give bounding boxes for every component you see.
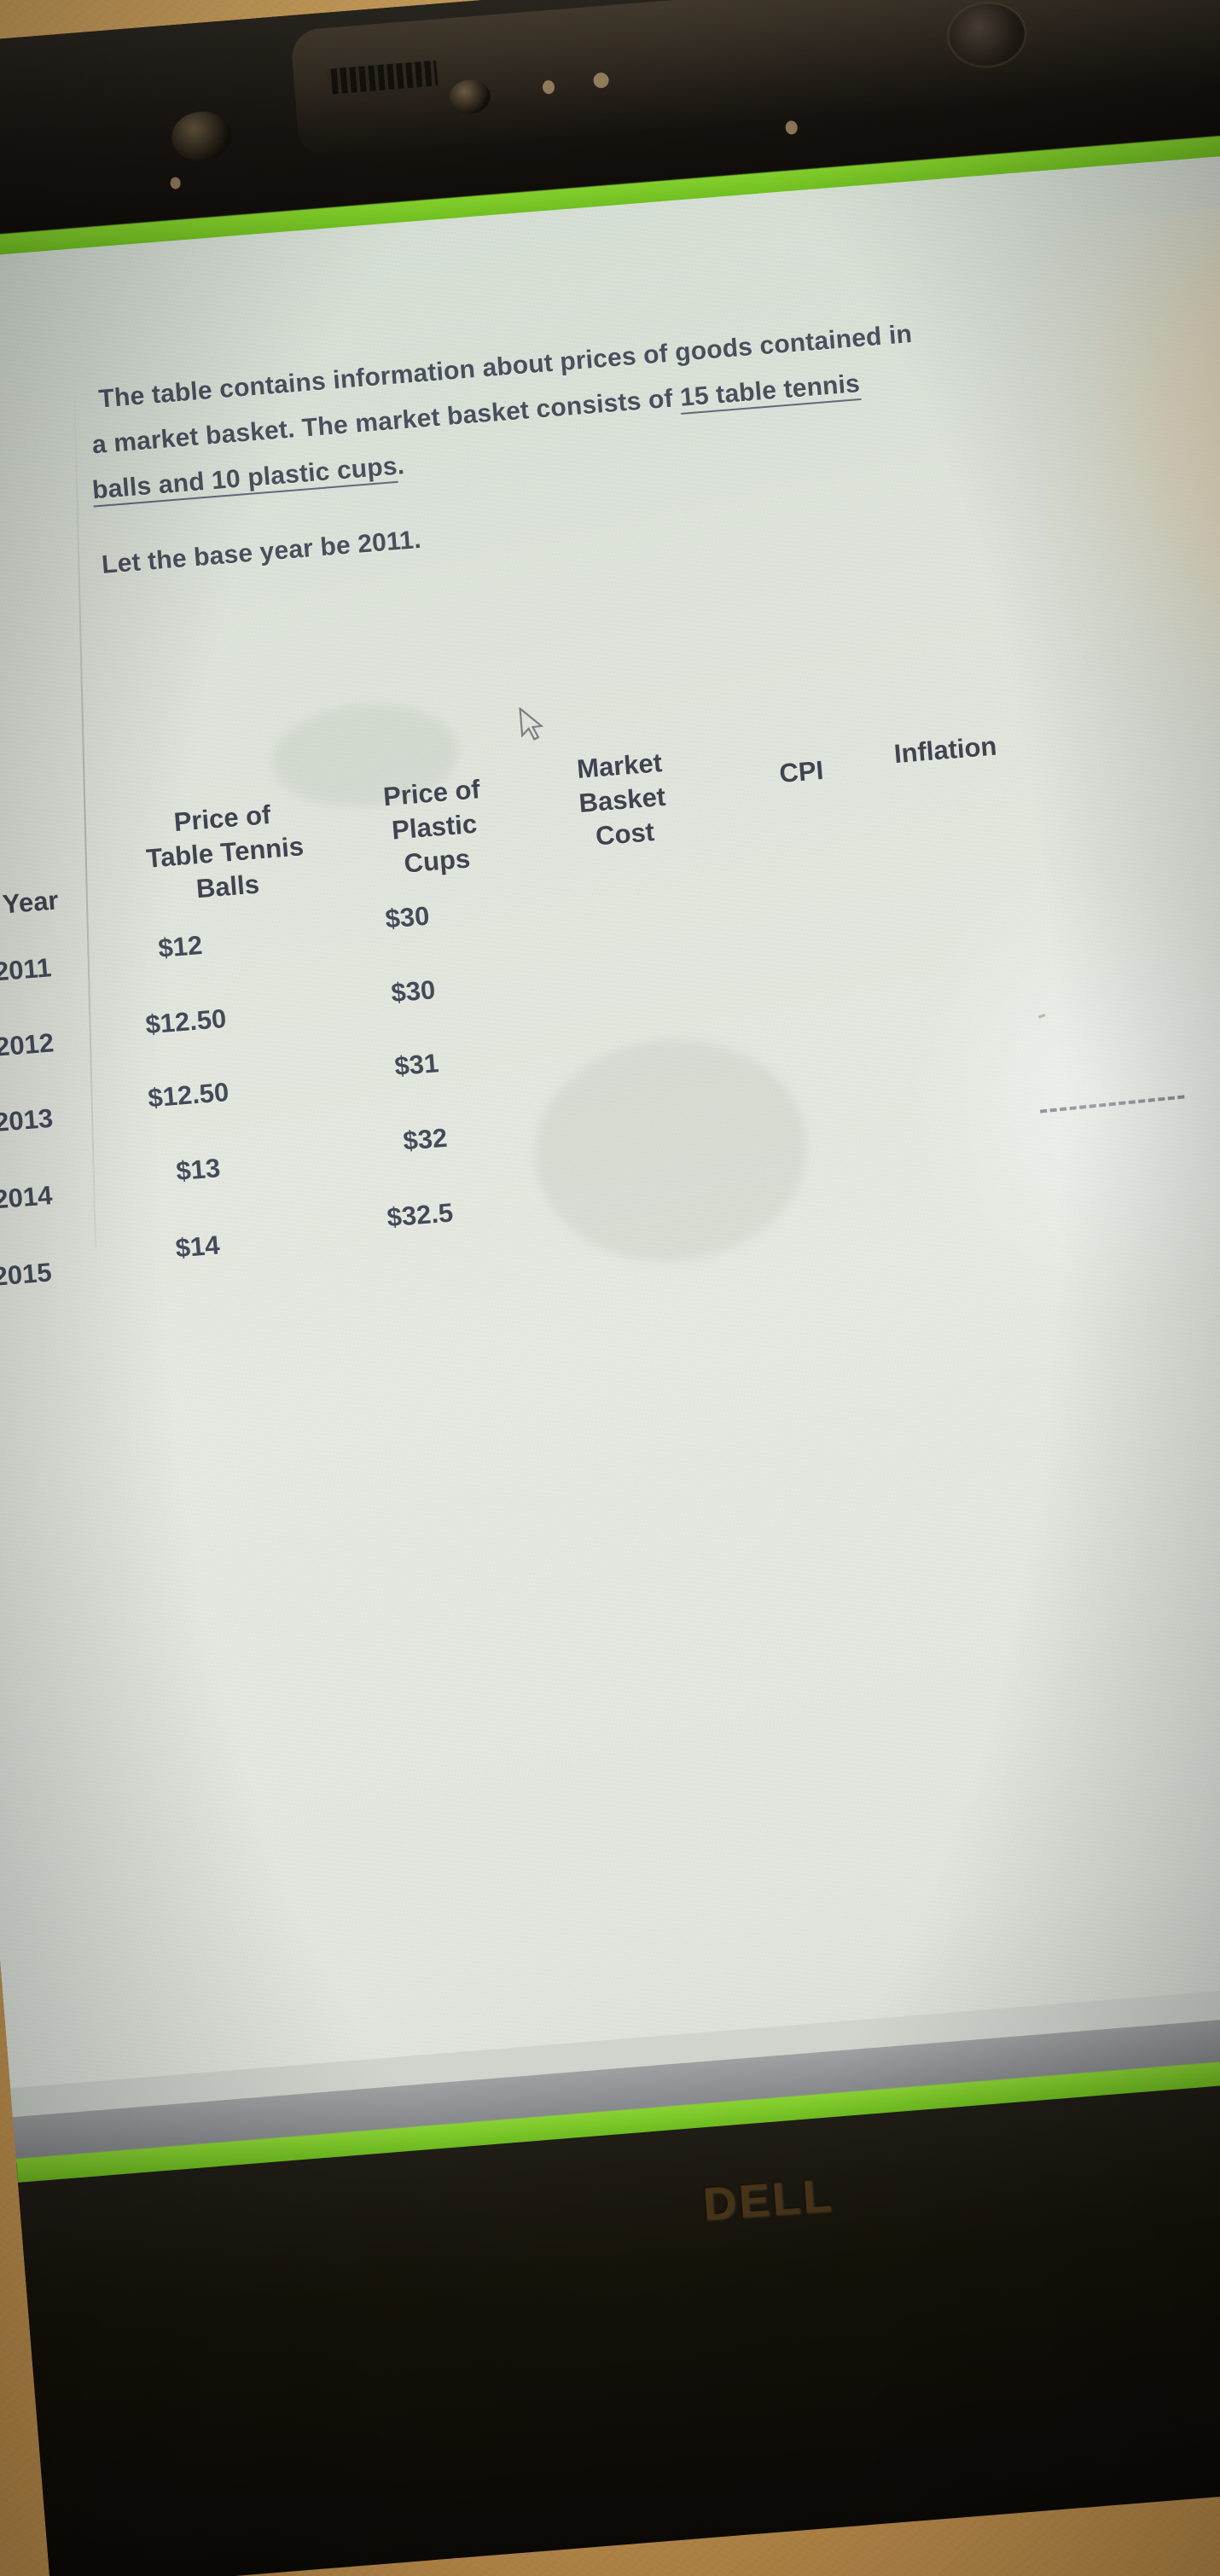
table-row: $30	[390, 974, 437, 1009]
table-row: $12	[157, 929, 204, 964]
base-year-line: Let the base year be 2011.	[100, 525, 422, 579]
table-row: 2012	[0, 1027, 55, 1062]
status-led-icon	[170, 177, 182, 190]
table-row: $31	[393, 1048, 440, 1082]
slide-content: The table contains information about pri…	[0, 142, 1220, 2162]
table-header-inflation-label: Inflation	[892, 730, 998, 770]
table-row: $32	[402, 1122, 449, 1156]
table-row: $12.50	[144, 1003, 228, 1040]
table-row: $12.50	[147, 1077, 230, 1114]
table-row: $30	[384, 900, 431, 934]
status-led-icon	[785, 119, 799, 135]
table-header-balls: Price of Table Tennis Balls	[106, 793, 344, 913]
table-header-cups: Price of Plastic Cups	[346, 770, 524, 886]
intro-line-3-suffix: .	[396, 451, 406, 480]
table-header-basket: Market Basket Cost	[533, 742, 712, 858]
table-header-cpi: CPI	[741, 750, 863, 794]
table-header-year: Year	[0, 881, 96, 925]
mouse-cursor-icon	[517, 706, 549, 746]
inflation-dash-placeholder	[1039, 1095, 1185, 1114]
header-tick-mark	[1037, 1013, 1046, 1019]
table-row: 2011	[0, 952, 53, 987]
table-row: $14	[174, 1230, 221, 1264]
table-row: 2014	[0, 1180, 54, 1215]
intro-line-2-underlined: 15 table tennis	[678, 369, 862, 415]
brand-logo: DELL	[701, 2170, 835, 2230]
sensor-dot-icon	[170, 109, 234, 164]
screen-surface: The table contains information about pri…	[0, 142, 1220, 2163]
table-row: $13	[175, 1153, 222, 1187]
table-header-year-label: Year	[1, 885, 60, 920]
table-row: 2013	[0, 1102, 55, 1138]
table-row: 2015	[0, 1257, 53, 1292]
table-header-cpi-label: CPI	[778, 754, 825, 788]
table-header-inflation: Inflation	[892, 718, 1133, 771]
table-row: $32.5	[386, 1197, 455, 1233]
